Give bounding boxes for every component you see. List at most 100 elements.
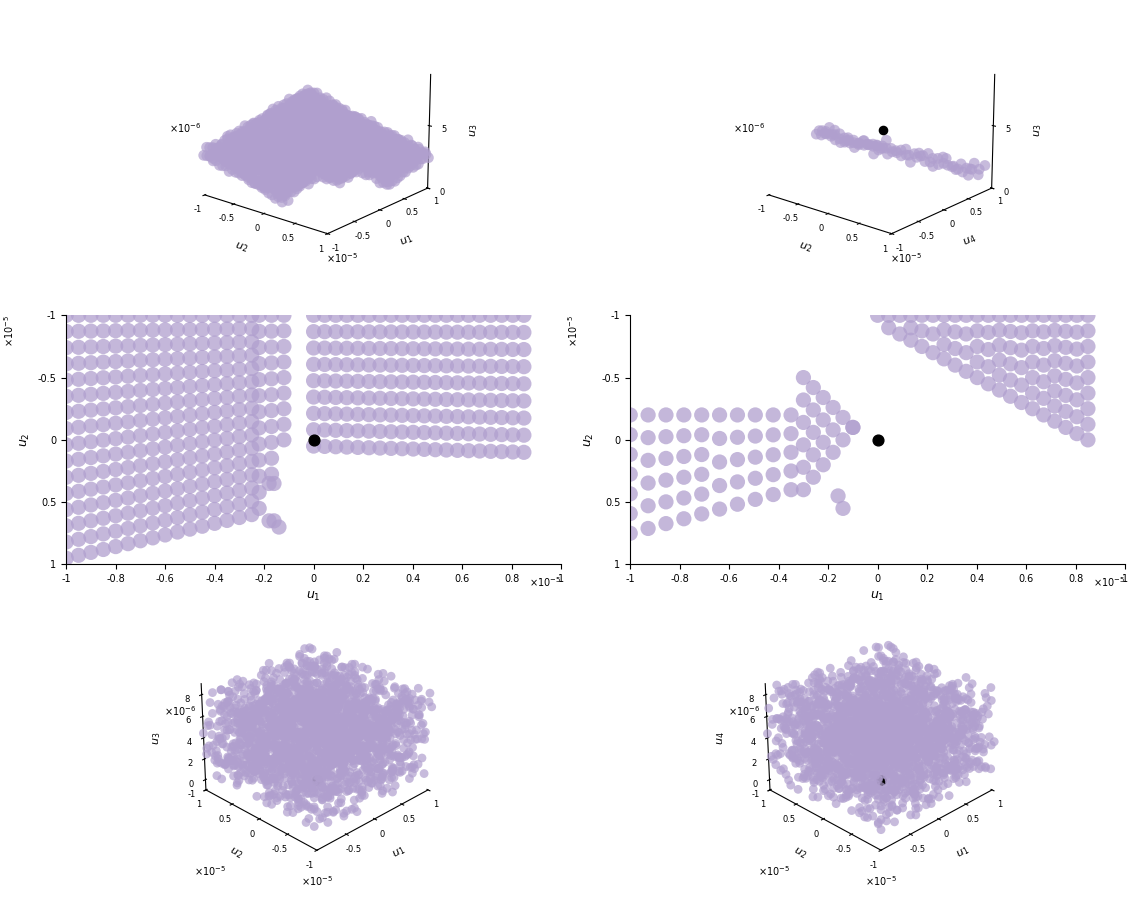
Point xyxy=(393,392,411,406)
Point xyxy=(315,308,333,322)
Point xyxy=(57,389,75,403)
Point xyxy=(404,375,423,390)
Point xyxy=(381,325,400,339)
Point xyxy=(315,390,333,404)
Point xyxy=(57,373,75,387)
Point xyxy=(1013,326,1031,340)
Point xyxy=(119,461,137,475)
Point xyxy=(106,540,124,554)
Point xyxy=(1046,368,1064,383)
Point xyxy=(692,408,710,422)
Point xyxy=(119,430,137,445)
Point xyxy=(242,348,260,362)
Point xyxy=(437,325,456,339)
Point xyxy=(82,324,100,339)
Point xyxy=(1023,355,1042,369)
Point xyxy=(305,439,323,453)
Point xyxy=(70,484,88,498)
Point xyxy=(82,387,100,401)
Point xyxy=(168,496,186,510)
Point xyxy=(657,516,675,531)
Point xyxy=(746,471,764,486)
Point xyxy=(891,308,909,322)
Point xyxy=(1002,389,1020,403)
Point xyxy=(70,548,88,562)
Point xyxy=(70,436,88,451)
Point xyxy=(180,493,199,507)
Point xyxy=(242,441,260,455)
Point xyxy=(471,393,489,408)
Point xyxy=(515,308,533,322)
Point xyxy=(1046,399,1064,413)
Point xyxy=(504,325,522,339)
Point xyxy=(393,409,411,423)
Point xyxy=(263,436,281,450)
Point xyxy=(315,324,333,339)
Point xyxy=(131,489,150,503)
X-axis label: $u_2$: $u_2$ xyxy=(797,239,813,254)
Point xyxy=(946,358,964,373)
Point xyxy=(168,467,186,481)
Point xyxy=(782,445,801,460)
X-axis label: $u_1$: $u_1$ xyxy=(306,590,321,603)
Point xyxy=(275,370,293,384)
Point xyxy=(782,482,801,497)
Point xyxy=(70,468,88,482)
Point xyxy=(492,308,510,322)
Point xyxy=(1035,392,1053,406)
Point xyxy=(250,308,268,322)
Point xyxy=(265,476,283,490)
Point xyxy=(471,325,489,339)
Point xyxy=(131,428,150,443)
Point xyxy=(156,426,175,440)
Point xyxy=(131,444,150,458)
Point xyxy=(416,375,434,390)
Point xyxy=(979,359,997,374)
Point xyxy=(168,409,186,424)
Point xyxy=(242,321,260,336)
Point xyxy=(640,430,658,445)
Point xyxy=(814,436,833,450)
Point xyxy=(621,408,640,422)
Point xyxy=(57,324,75,339)
Point xyxy=(795,392,813,407)
Point xyxy=(94,323,112,338)
Point xyxy=(218,445,236,459)
Point xyxy=(404,425,423,439)
Point xyxy=(935,337,954,351)
Point xyxy=(193,505,211,519)
Point xyxy=(180,351,199,365)
Point xyxy=(1079,433,1097,447)
Point xyxy=(1046,323,1064,338)
Point xyxy=(381,341,400,356)
Point xyxy=(482,376,500,391)
Point xyxy=(131,339,150,353)
Point xyxy=(218,486,236,500)
Point xyxy=(218,363,236,377)
Point xyxy=(804,426,822,440)
Point xyxy=(57,503,75,517)
Point xyxy=(242,480,260,495)
Point xyxy=(692,487,710,501)
Point xyxy=(504,427,522,442)
Point xyxy=(348,357,367,372)
Point xyxy=(70,308,88,322)
Point xyxy=(231,321,249,336)
Point xyxy=(746,429,764,444)
Point xyxy=(242,401,260,416)
Point xyxy=(1023,370,1042,384)
Point xyxy=(471,359,489,374)
Point xyxy=(168,424,186,438)
Point xyxy=(1046,339,1064,353)
Point xyxy=(449,375,467,390)
Point xyxy=(404,442,423,456)
Point xyxy=(144,531,162,545)
Point xyxy=(1046,383,1064,398)
Point xyxy=(193,449,211,463)
Point xyxy=(764,468,782,482)
Point xyxy=(459,342,477,357)
Point xyxy=(193,378,211,392)
Point xyxy=(482,393,500,408)
Point xyxy=(305,357,323,372)
Point xyxy=(1035,374,1053,389)
